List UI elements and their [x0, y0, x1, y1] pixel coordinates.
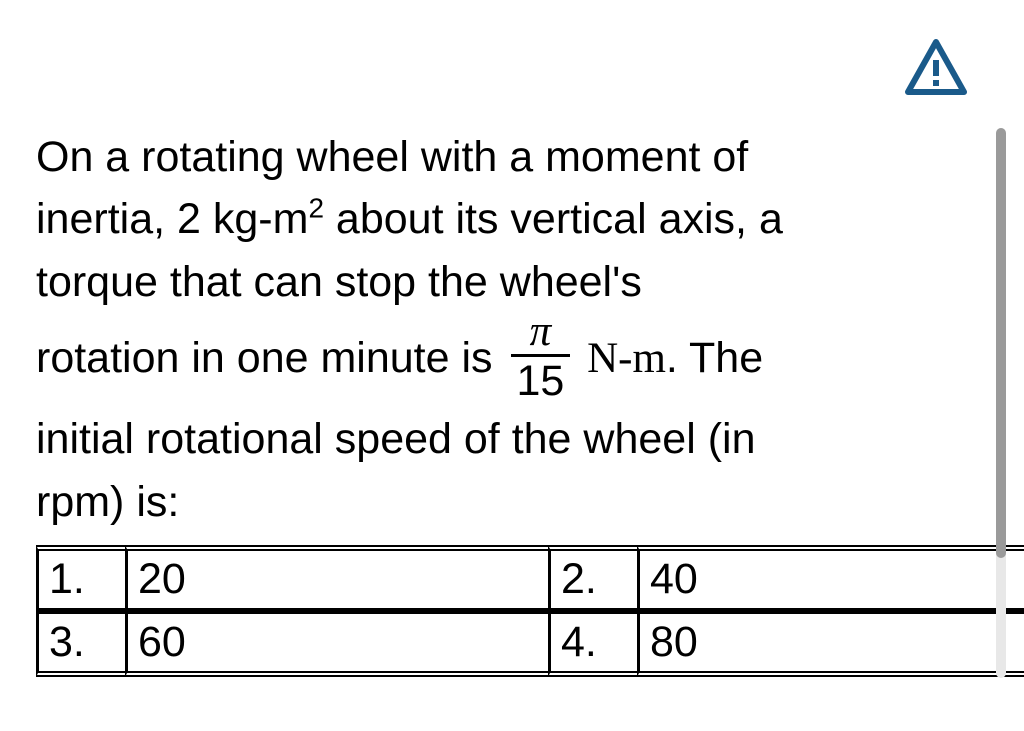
options-table: 1. 20 2. 40 3. 60 4. 80 — [36, 545, 1024, 677]
q-line5: initial rotational speed of the wheel (i… — [36, 415, 756, 463]
option-value[interactable]: 80 — [637, 611, 1024, 677]
option-value[interactable]: 20 — [125, 545, 548, 611]
option-number[interactable]: 3. — [36, 611, 125, 677]
q-line3: torque that can stop the wheel's — [36, 258, 642, 306]
option-number[interactable]: 1. — [36, 545, 125, 611]
torque-unit: N-m — [576, 335, 666, 382]
page-root: On a rotating wheel with a moment of ine… — [0, 0, 1024, 731]
scrollbar-thumb[interactable] — [996, 128, 1006, 558]
torque-fraction: π15 — [511, 309, 571, 404]
option-value[interactable]: 60 — [125, 611, 548, 677]
q-line2a: inertia, — [36, 195, 177, 243]
q-inertia-val: 2 kg-m — [177, 195, 308, 243]
q-line6: rpm) is: — [36, 478, 179, 526]
vertical-scrollbar[interactable] — [996, 128, 1006, 678]
q-line1: On a rotating wheel with a moment of — [36, 133, 748, 181]
q-line4a: rotation in one minute is — [36, 334, 505, 382]
frac-num: π — [511, 309, 571, 354]
table-row: 1. 20 2. 40 — [36, 545, 1024, 611]
option-number[interactable]: 2. — [548, 545, 637, 611]
q-line2b: about its vertical axis, a — [324, 195, 783, 243]
q-line4b: . The — [666, 334, 763, 382]
option-number[interactable]: 4. — [548, 611, 637, 677]
warning-icon — [904, 38, 968, 101]
table-row: 3. 60 4. 80 — [36, 611, 1024, 677]
frac-den: 15 — [511, 354, 571, 404]
question-text: On a rotating wheel with a moment of ine… — [36, 126, 988, 533]
option-value[interactable]: 40 — [637, 545, 1024, 611]
q-inertia-sup: 2 — [308, 193, 324, 224]
